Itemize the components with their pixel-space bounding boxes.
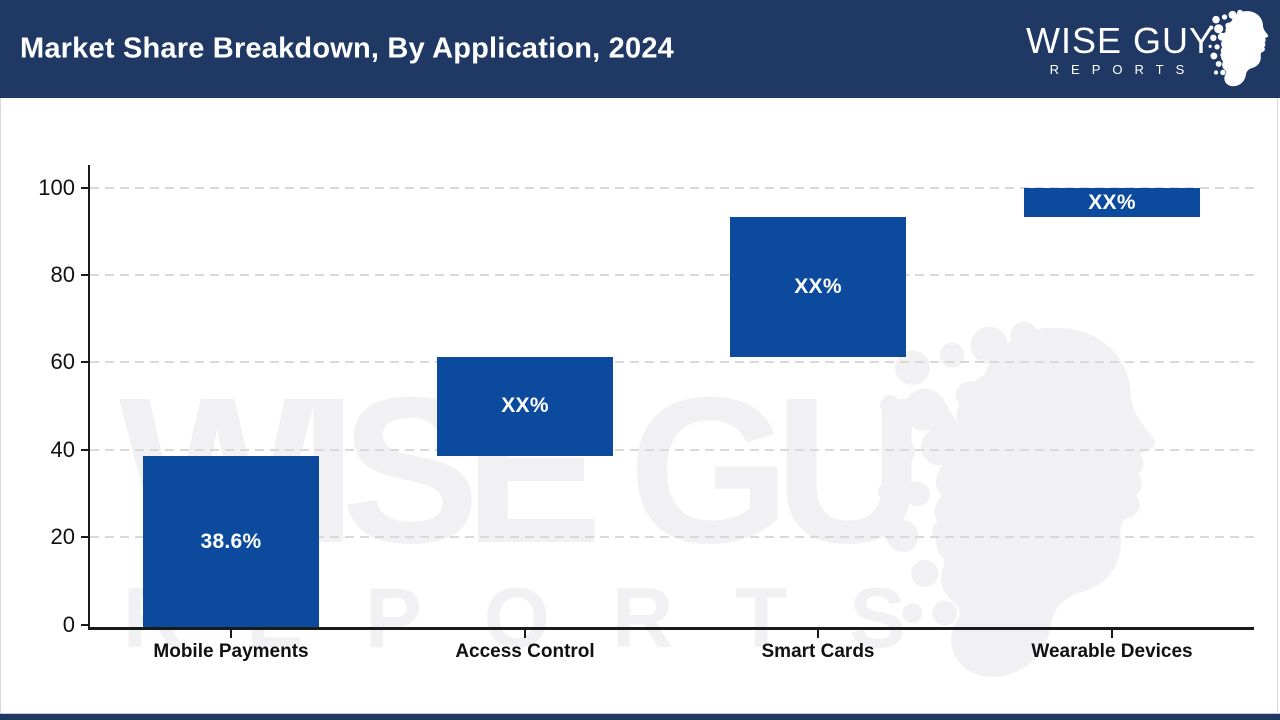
y-gridline [90,536,1254,539]
y-tick-mark [81,536,90,539]
bar-value-label: XX% [501,394,549,418]
category-label: Mobile Payments [153,640,309,662]
footer-divider [0,713,1280,714]
logo-subtitle: REPORTS [1049,61,1197,77]
y-tick-label: 60 [50,349,75,375]
y-tick-label: 40 [50,436,75,462]
y-gridline [90,274,1254,277]
page-title: Market Share Breakdown, By Application, … [20,32,674,65]
bar-access-control: XX% [437,356,613,456]
y-tick-mark [81,186,90,189]
y-tick-mark [81,274,90,277]
y-tick-label: 80 [50,262,75,288]
bar-smart-cards: XX% [730,217,906,357]
bar-mobile-payments: 38.6% [143,455,319,629]
x-tick-mark [817,629,819,638]
y-tick-label: 100 [38,174,75,200]
x-tick-mark [524,629,526,638]
y-tick-label: 0 [62,611,75,637]
bar-value-label: XX% [794,275,842,299]
wise-guy-logo: WISE GUY REPORTS [1026,4,1272,94]
bar-value-label: 38.6% [200,530,262,554]
y-axis [88,165,90,630]
x-tick-mark [230,629,232,638]
bar-wearable-devices: XX% [1024,187,1200,218]
y-tick-mark [81,623,90,626]
logo-wordmark: WISE GUY [1025,19,1214,61]
logo-text: WISE GUY REPORTS [1025,19,1214,77]
x-axis [88,626,1254,630]
x-tick-mark [1111,629,1113,638]
y-gridline [90,361,1254,364]
bar-value-label: XX% [1088,190,1136,214]
category-label: Wearable Devices [1031,640,1193,662]
y-tick-mark [81,361,90,364]
footer-accent-bar [0,714,1280,720]
y-gridline [90,448,1254,451]
header-bar: Market Share Breakdown, By Application, … [0,0,1280,98]
category-label: Smart Cards [761,640,875,662]
y-gridline [90,186,1254,189]
y-tick-mark [81,448,90,451]
logo-face-icon [1208,9,1269,87]
watermark-face-icon [877,321,1155,677]
y-tick-label: 20 [50,524,75,550]
category-label: Access Control [455,640,595,662]
chart-area: WISE GUY REPORTS 0 20 40 60 80 100 38.6% XX% XX%… [0,98,1278,714]
